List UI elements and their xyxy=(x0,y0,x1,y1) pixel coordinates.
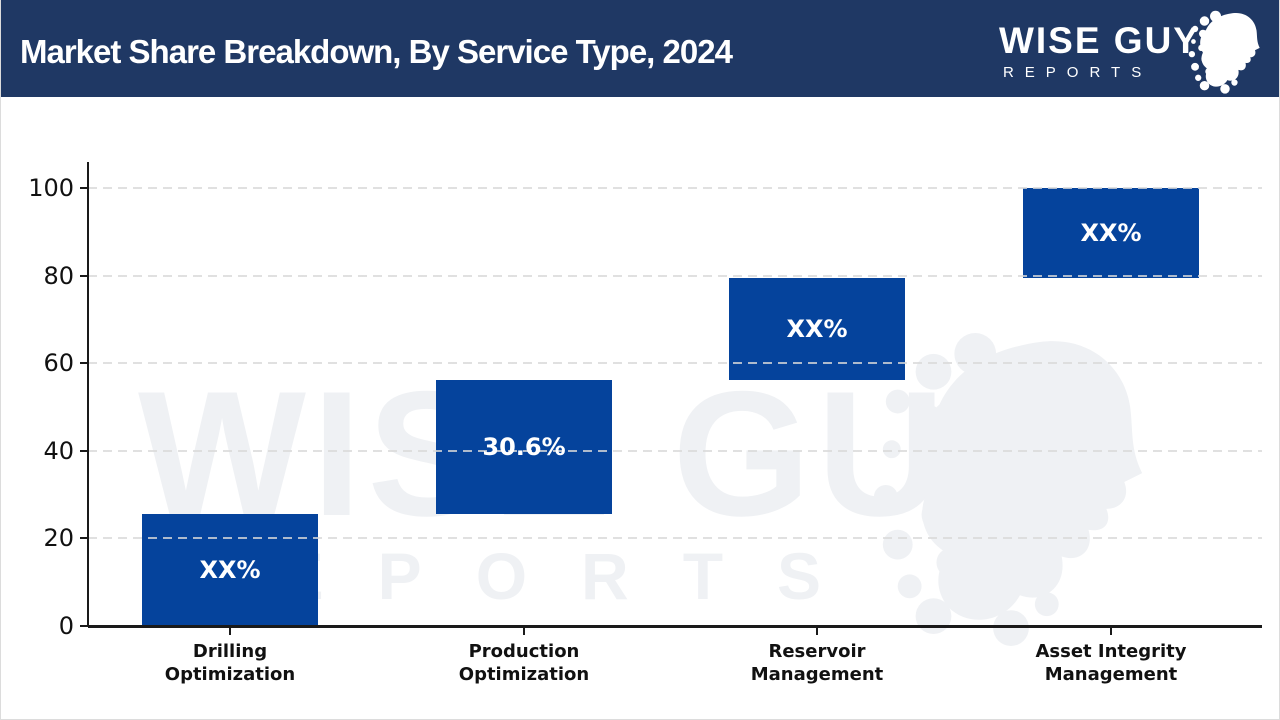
category-label: Production Optimization xyxy=(458,641,590,685)
category-label: Reservoir Management xyxy=(750,641,884,685)
page-title: Market Share Breakdown, By Service Type,… xyxy=(20,32,733,70)
x-axis-line xyxy=(88,625,1262,628)
gridline-y80 xyxy=(88,274,1262,277)
ytick-label-100: 100 xyxy=(28,174,74,202)
bar-value-label: XX% xyxy=(199,555,261,584)
gridline-y100 xyxy=(88,187,1262,189)
ytick-80 xyxy=(80,274,88,277)
ytick-0 xyxy=(80,625,88,627)
y-axis-line xyxy=(87,162,89,627)
xtick-2 xyxy=(816,626,818,635)
wiseguy-face-icon xyxy=(1188,10,1260,94)
xtick-1 xyxy=(523,626,525,635)
gridline-y20 xyxy=(88,537,1262,540)
bar-value-label: XX% xyxy=(1080,219,1142,248)
ytick-label-0: 0 xyxy=(58,612,74,640)
ytick-40 xyxy=(80,449,88,452)
brand-logo-text: WISE GUY REPORTS xyxy=(999,22,1200,80)
brand-logo: WISE GUY REPORTS xyxy=(999,2,1280,96)
bar-value-label: XX% xyxy=(786,315,848,344)
category-label: Drilling Optimization xyxy=(164,641,296,685)
logo-subtext: REPORTS xyxy=(1002,63,1153,81)
ytick-20 xyxy=(80,537,88,540)
bar-value-label: 30.6% xyxy=(482,432,566,461)
ytick-label-40: 40 xyxy=(43,436,74,465)
gridline-y60 xyxy=(88,362,1262,365)
ytick-label-60: 60 xyxy=(43,349,74,378)
category-label: Asset Integrity Management xyxy=(1035,641,1187,685)
ytick-label-20: 20 xyxy=(43,524,74,553)
ytick-label-80: 80 xyxy=(43,261,74,290)
bar-segment xyxy=(142,513,318,626)
ytick-60 xyxy=(80,362,88,365)
plot-area: WISE GUY REPORTS 0 20 40 60 80 100 XX% Drilling… xyxy=(0,97,1280,720)
xtick-0 xyxy=(229,626,231,635)
gridline-y40 xyxy=(88,449,1262,452)
bar-segment xyxy=(436,379,612,514)
bar-segment xyxy=(1023,188,1199,279)
ytick-100 xyxy=(80,187,88,189)
logo-wordmark: WISE GUY xyxy=(998,19,1200,61)
header-bar: Market Share Breakdown, By Service Type,… xyxy=(0,0,1280,97)
